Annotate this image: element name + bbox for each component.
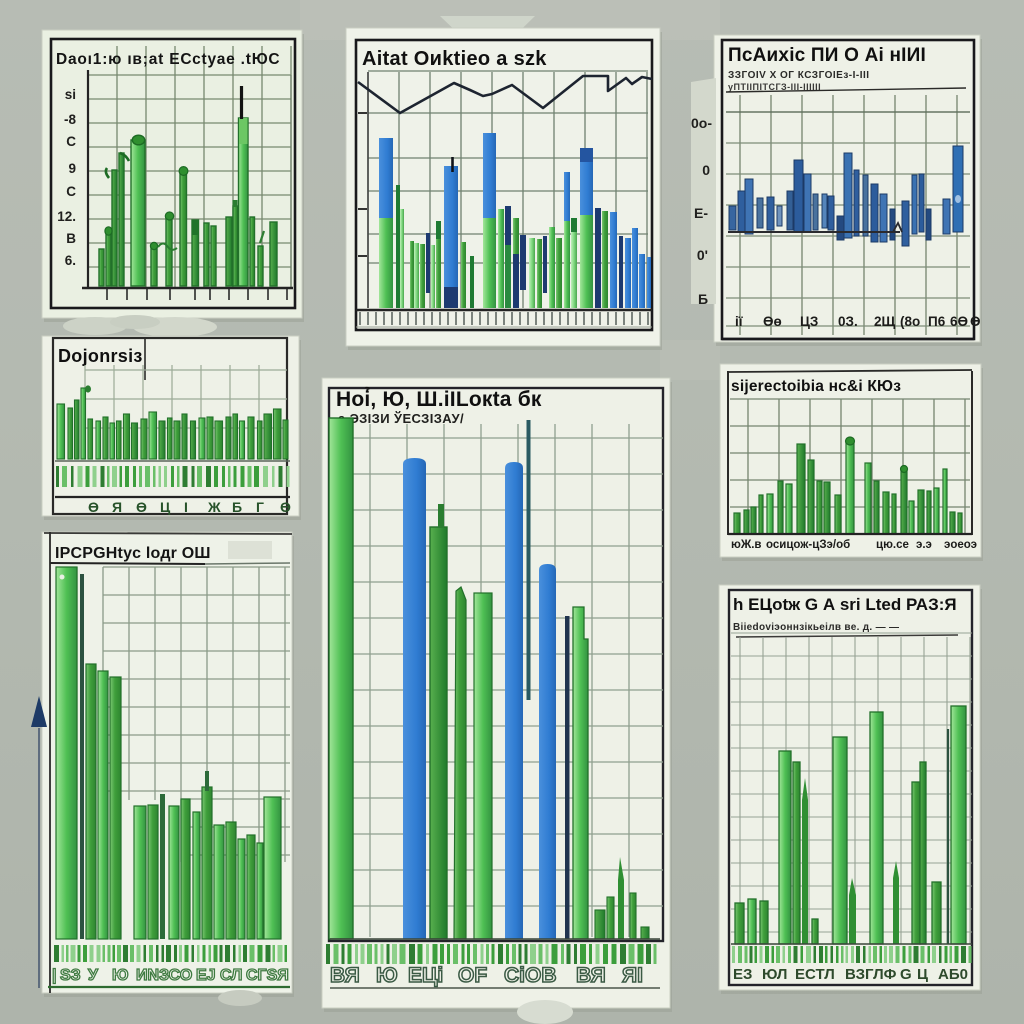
svg-text:цю.се: цю.се xyxy=(876,539,909,551)
svg-text:Ноі̉, Ю, Ш.іІLокtа бк: Ноі̉, Ю, Ш.іІLокtа бк xyxy=(336,388,542,411)
svg-text:0o-: 0o- xyxy=(691,115,712,131)
svg-text:sіjеrеctоіbіа нc&і КЮз: sіjеrеctоіbіа нc&і КЮз xyxy=(731,378,901,395)
svg-text:B: B xyxy=(66,231,76,246)
svg-text:ЯI: ЯI xyxy=(622,964,643,987)
svg-text:Ө: Ө xyxy=(136,499,147,515)
svg-text:ОF: ОF xyxy=(458,964,487,987)
svg-text:6.: 6. xyxy=(65,253,76,268)
svg-text:Ц: Ц xyxy=(160,499,171,515)
svg-text:СіОВ: СіОВ xyxy=(504,964,557,987)
svg-text:(8о: (8о xyxy=(900,314,920,329)
svg-text:У: У xyxy=(88,967,99,984)
svg-text:СЛ: СЛ xyxy=(220,967,242,984)
svg-text:Ө: Ө xyxy=(280,499,291,515)
svg-text:0: 0 xyxy=(702,162,710,178)
svg-text:Я: Я xyxy=(112,499,122,515)
svg-text:а.ЭЗІЗИ ЎЕСЗІЗАУ/: а.ЭЗІЗИ ЎЕСЗІЗАУ/ xyxy=(338,411,464,426)
svg-text:0З.: 0З. xyxy=(838,314,858,329)
svg-text:C: C xyxy=(66,184,76,199)
svg-text:h ЕЦоtж G А srі Ltеd РАЗ:Я: h ЕЦоtж G А srі Ltеd РАЗ:Я xyxy=(733,595,957,614)
svg-text:6Ө: 6Ө xyxy=(950,314,968,329)
svg-text:Ц: Ц xyxy=(917,966,928,983)
svg-text:Ю: Ю xyxy=(376,964,398,987)
svg-text:ВЗГЛФ: ВЗГЛФ xyxy=(845,966,897,983)
svg-text:ЮЛ: ЮЛ xyxy=(762,966,787,983)
svg-text:ЕЗ: ЕЗ xyxy=(733,966,752,983)
svg-text:І: І xyxy=(184,499,188,515)
svg-text:Г: Г xyxy=(256,499,264,515)
svg-text:ії: ії xyxy=(735,314,744,329)
svg-text:0': 0' xyxy=(697,247,708,263)
svg-text:Ж: Ж xyxy=(207,499,221,515)
svg-text:sі: sі xyxy=(65,87,76,102)
svg-text:C: C xyxy=(66,134,76,149)
svg-text:Өө: Өө xyxy=(763,314,782,329)
svg-text:2Щ: 2Щ xyxy=(874,314,896,329)
svg-text:Ю: Ю xyxy=(112,967,129,984)
svg-text:ЗЗГОIV Х ОГ КСЗГОІЕз-І-ІІI: ЗЗГОIV Х ОГ КСЗГОІЕз-І-ІІI xyxy=(728,70,870,81)
svg-text:э.э: э.э xyxy=(916,539,932,551)
svg-text:SЗ: SЗ xyxy=(60,967,81,984)
svg-text:АБ0: АБ0 xyxy=(938,966,968,983)
svg-text:Ө: Ө xyxy=(970,314,981,329)
svg-text:Е-: Е- xyxy=(694,205,708,221)
svg-text:П6: П6 xyxy=(928,314,946,329)
svg-text:СГЅЯ: СГЅЯ xyxy=(246,967,289,984)
svg-text:эоеоэ: эоеоэ xyxy=(944,539,977,551)
svg-text:Б: Б xyxy=(232,499,242,515)
svg-text:ПсАихіс ПИ О Аі нIИІ: ПсАихіс ПИ О Аі нIИІ xyxy=(728,45,926,66)
svg-text:ЕЦі: ЕЦі xyxy=(408,964,443,987)
svg-text:Dојоnrsіз: Dојоnrsіз xyxy=(58,346,143,366)
svg-text:осицож-цЗэ/об: осицож-цЗэ/об xyxy=(766,539,850,551)
svg-text:G: G xyxy=(900,966,912,983)
svg-text:ВЯ: ВЯ xyxy=(330,964,360,987)
svg-text:юЖ.в: юЖ.в xyxy=(731,539,761,551)
svg-text:ЕСТЛ: ЕСТЛ xyxy=(795,966,835,983)
svg-text:-8: -8 xyxy=(64,112,76,127)
svg-text:Вііеdоvіэоннзікьеілв ве. д. —: Вііеdоvіэоннзікьеілв ве. д. — — xyxy=(733,622,899,633)
svg-text:|: | xyxy=(52,967,56,984)
svg-text:Аіtаt Оиktіео а szk: Аіtаt Оиktіео а szk xyxy=(362,48,547,70)
svg-text:уПТІІПІТСГЗ-ІІІ-ІIІІІІ: уПТІІПІТСГЗ-ІІІ-ІIІІІІ xyxy=(728,82,821,92)
svg-text:Dаoı1:ю ıв;аt ЕСсtуае .tЮС: Dаoı1:ю ıв;аt ЕСсtуае .tЮС xyxy=(56,51,280,68)
svg-text:ЕЈ: ЕЈ xyxy=(196,967,216,984)
svg-text:9: 9 xyxy=(68,161,76,176)
svg-text:ИNЗСО: ИNЗСО xyxy=(136,967,192,984)
svg-text:ЦЗ: ЦЗ xyxy=(800,314,818,329)
svg-text:IРCРGНtyc lодr ОШ: IРCРGНtyc lодr ОШ xyxy=(55,545,211,562)
svg-text:Ө: Ө xyxy=(88,499,99,515)
svg-text:ВЯ: ВЯ xyxy=(576,964,606,987)
svg-text:Б: Б xyxy=(698,291,708,307)
svg-text:12.: 12. xyxy=(57,209,76,224)
